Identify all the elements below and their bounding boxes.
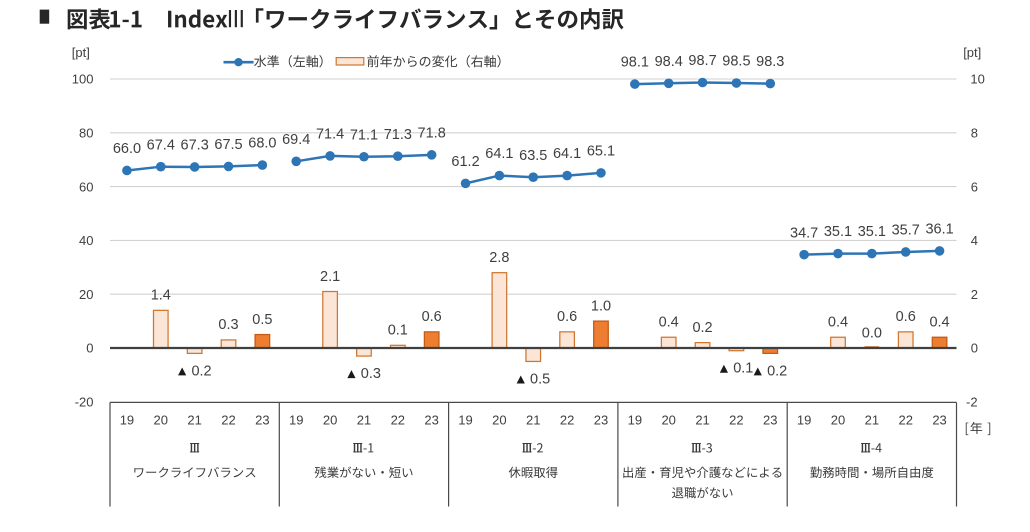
svg-text:35.1: 35.1 (824, 224, 852, 240)
svg-text:0: 0 (86, 341, 93, 356)
svg-text:71.8: 71.8 (418, 125, 446, 141)
svg-text:20: 20 (79, 287, 93, 302)
svg-text:98.4: 98.4 (655, 54, 683, 70)
svg-text:21: 21 (865, 413, 879, 428)
svg-text:22: 22 (391, 413, 405, 428)
svg-text:64.1: 64.1 (553, 146, 581, 162)
svg-text:60: 60 (79, 179, 93, 194)
svg-text:35.1: 35.1 (858, 224, 886, 240)
svg-text:0.2: 0.2 (767, 363, 787, 379)
svg-text:20: 20 (661, 413, 675, 428)
svg-text:22: 22 (729, 413, 743, 428)
svg-text:0.3: 0.3 (218, 317, 238, 333)
svg-text:98.1: 98.1 (621, 55, 649, 71)
svg-text:0.3: 0.3 (361, 366, 381, 382)
svg-text:23: 23 (763, 413, 777, 428)
svg-text:65.1: 65.1 (587, 143, 615, 159)
svg-text:67.5: 67.5 (214, 137, 242, 153)
svg-text:98.5: 98.5 (722, 54, 750, 70)
svg-text:19: 19 (458, 413, 472, 428)
svg-text:2: 2 (971, 287, 978, 302)
svg-text:4: 4 (971, 233, 978, 248)
svg-text:8: 8 (971, 125, 978, 140)
svg-text:36.1: 36.1 (925, 221, 953, 237)
svg-text:0.1: 0.1 (733, 361, 753, 377)
svg-text:19: 19 (120, 413, 134, 428)
svg-text:20: 20 (831, 413, 845, 428)
svg-text:6: 6 (971, 179, 978, 194)
svg-text:0.4: 0.4 (659, 315, 679, 331)
svg-text:0.0: 0.0 (862, 325, 882, 341)
svg-text:64.1: 64.1 (485, 146, 513, 162)
svg-text:0.5: 0.5 (252, 312, 272, 328)
svg-text:2.1: 2.1 (320, 269, 340, 285)
svg-text:61.2: 61.2 (451, 154, 479, 170)
svg-text:23: 23 (424, 413, 438, 428)
svg-text:10: 10 (970, 72, 984, 87)
svg-text:0.5: 0.5 (530, 371, 550, 387)
svg-text:21: 21 (357, 413, 371, 428)
svg-text:40: 40 (79, 233, 93, 248)
svg-text:34.7: 34.7 (790, 225, 818, 241)
svg-text:71.3: 71.3 (384, 127, 412, 143)
svg-text:22: 22 (898, 413, 912, 428)
svg-text:63.5: 63.5 (519, 148, 547, 164)
svg-text:21: 21 (187, 413, 201, 428)
svg-text:0.4: 0.4 (828, 315, 848, 331)
svg-text:68.0: 68.0 (248, 136, 276, 152)
svg-text:21: 21 (695, 413, 709, 428)
svg-text:22: 22 (560, 413, 574, 428)
svg-text:71.4: 71.4 (316, 127, 344, 143)
svg-text:71.1: 71.1 (350, 127, 378, 143)
svg-text:0.1: 0.1 (388, 323, 408, 339)
svg-text:98.7: 98.7 (688, 53, 716, 69)
svg-text:0.6: 0.6 (557, 309, 577, 325)
svg-text:66.0: 66.0 (113, 141, 141, 157)
svg-text:20: 20 (492, 413, 506, 428)
svg-text:0.4: 0.4 (929, 315, 949, 331)
svg-text:[pt]: [pt] (963, 45, 981, 60)
svg-text:19: 19 (289, 413, 303, 428)
svg-text:22: 22 (221, 413, 235, 428)
svg-text:1.4: 1.4 (151, 288, 171, 304)
svg-text:23: 23 (255, 413, 269, 428)
svg-text:80: 80 (79, 125, 93, 140)
svg-text:19: 19 (628, 413, 642, 428)
svg-text:100: 100 (72, 72, 94, 87)
svg-text:2.8: 2.8 (489, 250, 509, 266)
svg-text:-2: -2 (966, 394, 978, 409)
svg-text:[pt]: [pt] (72, 45, 90, 60)
svg-text:23: 23 (932, 413, 946, 428)
svg-text:69.4: 69.4 (282, 132, 310, 148)
svg-text:0: 0 (971, 341, 978, 356)
svg-text:67.3: 67.3 (181, 138, 209, 154)
svg-text:0.2: 0.2 (191, 363, 211, 379)
svg-text:20: 20 (323, 413, 337, 428)
svg-text:19: 19 (797, 413, 811, 428)
svg-text:1.0: 1.0 (591, 298, 611, 314)
svg-text:20: 20 (154, 413, 168, 428)
svg-text:67.4: 67.4 (147, 137, 175, 153)
svg-text:0.2: 0.2 (692, 320, 712, 336)
svg-text:23: 23 (594, 413, 608, 428)
svg-text:35.7: 35.7 (892, 223, 920, 239)
svg-text:98.3: 98.3 (756, 54, 784, 70)
svg-text:0.6: 0.6 (896, 309, 916, 325)
svg-text:21: 21 (526, 413, 540, 428)
svg-text:-20: -20 (75, 394, 94, 409)
svg-text:0.6: 0.6 (422, 309, 442, 325)
